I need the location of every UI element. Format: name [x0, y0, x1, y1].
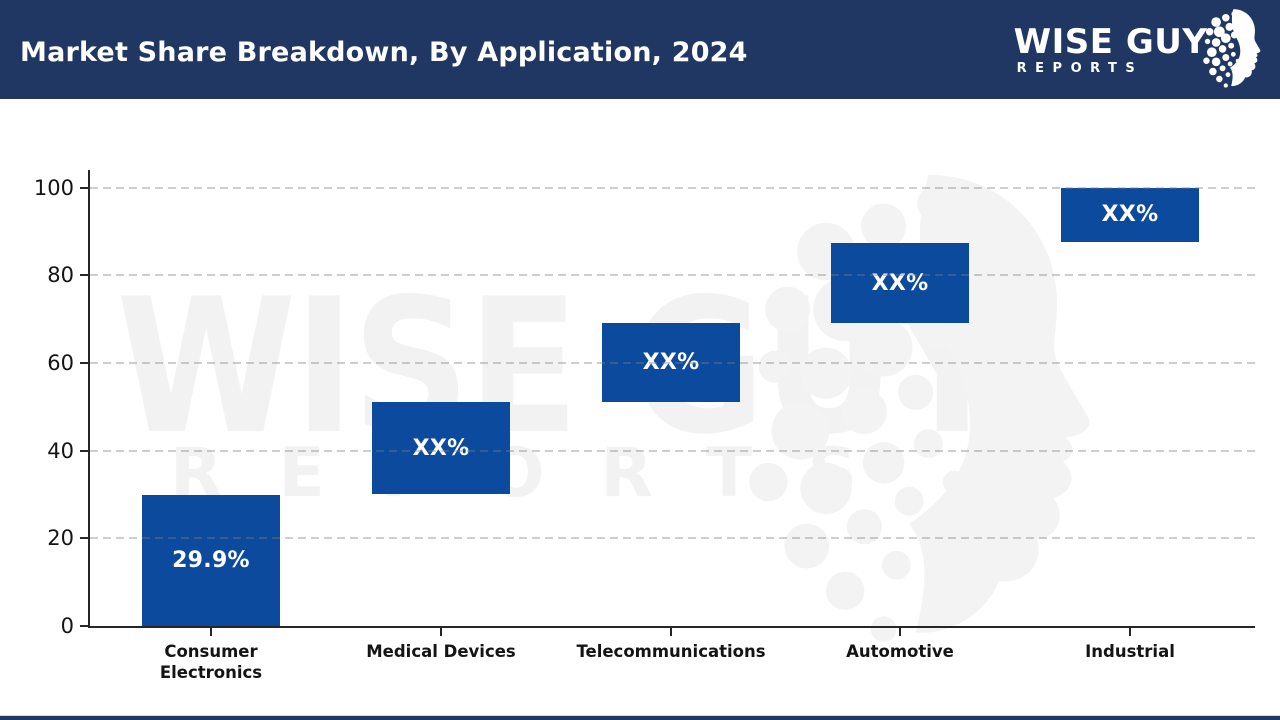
category-label-automotive: Automotive — [846, 642, 954, 661]
ytick-label-0: 0 — [60, 614, 74, 638]
header-bar: Market Share Breakdown, By Application, … — [0, 0, 1280, 99]
bar-value-label-medical-devices: XX% — [412, 435, 470, 461]
gridline-100 — [90, 186, 1255, 189]
gridline-80 — [90, 274, 1255, 277]
ytick-mark-100 — [80, 186, 88, 189]
bar-value-label-consumer-electronics: 29.9% — [172, 547, 250, 573]
watermark-reports-text: REPORTS — [170, 434, 914, 513]
ytick-mark-60 — [80, 361, 88, 364]
bar-consumer-electronics: 29.9% — [142, 494, 280, 626]
xtick-mark-telecommunications — [670, 628, 672, 636]
bar-telecommunications: XX% — [602, 323, 740, 403]
ytick-label-40: 40 — [47, 438, 74, 463]
ytick-mark-0 — [80, 625, 88, 627]
logo-name-text: WISE GUY — [1013, 21, 1208, 62]
ytick-label-80: 80 — [47, 263, 74, 288]
bar-industrial: XX% — [1061, 187, 1199, 243]
xtick-mark-industrial — [1129, 628, 1131, 636]
gridline-40 — [90, 449, 1255, 452]
watermark-face-logo-icon — [749, 174, 1090, 643]
xtick-mark-medical-devices — [440, 628, 442, 636]
footer-accent-strip — [0, 715, 1280, 720]
bar-value-label-telecommunications: XX% — [642, 350, 700, 376]
category-label-medical-devices: Medical Devices — [366, 642, 516, 661]
xtick-mark-automotive — [899, 628, 901, 636]
category-label-industrial: Industrial — [1085, 642, 1175, 661]
bar-value-label-automotive: XX% — [871, 270, 929, 296]
y-axis-spine — [88, 170, 90, 628]
ytick-mark-80 — [80, 274, 88, 277]
ytick-label-60: 60 — [47, 350, 74, 375]
category-label-consumer-electronics: Consumer Electronics — [159, 642, 263, 683]
gridline-60 — [90, 361, 1255, 364]
logo-sub-text: REPORTS — [1016, 60, 1144, 76]
gridline-20 — [90, 537, 1255, 540]
bar-value-label-industrial: XX% — [1101, 202, 1159, 228]
ytick-mark-40 — [80, 449, 88, 452]
wise-guy-reports-logo: WISE GUY REPORTS — [1014, 7, 1264, 93]
logo-face-icon — [1202, 8, 1260, 88]
bar-medical-devices: XX% — [372, 402, 510, 495]
category-label-telecommunications: Telecommunications — [576, 642, 766, 661]
page-title: Market Share Breakdown, By Application, … — [20, 37, 748, 68]
ytick-label-20: 20 — [47, 526, 74, 551]
xtick-mark-consumer-electronics — [210, 628, 212, 636]
bar-automotive: XX% — [831, 242, 969, 324]
x-axis-spine — [88, 626, 1255, 628]
ytick-mark-20 — [80, 537, 88, 540]
ytick-label-100: 100 — [33, 175, 74, 200]
